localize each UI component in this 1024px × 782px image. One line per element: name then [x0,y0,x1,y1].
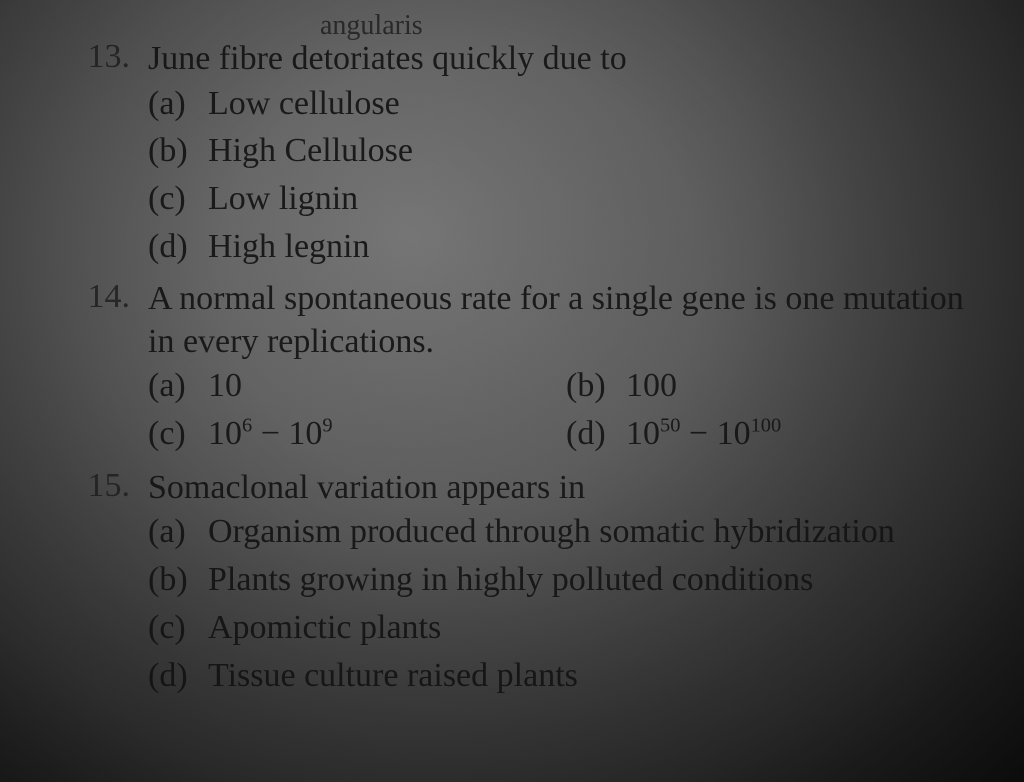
option-text: Low lignin [208,176,984,222]
option-label: (b) [148,128,208,174]
option-label: (c) [148,411,208,457]
option-label: (c) [148,176,208,222]
option-label: (d) [148,653,208,699]
option-d: (d) High legnin [148,224,984,270]
question-text: June fibre detoriates quickly due to [148,38,984,81]
option-label: (a) [148,81,208,127]
question-15: 15. Somaclonal variation appears in (a) … [60,467,984,699]
option-label: (b) [566,363,626,409]
option-c: (c) 106 − 109 [148,411,566,457]
option-label: (d) [148,224,208,270]
option-label: (a) [148,509,208,555]
question-row: 14. A normal spontaneous rate for a sing… [60,278,984,363]
option-d: (d) Tissue culture raised plants [148,653,984,699]
option-text: 1050 − 10100 [626,411,984,457]
question-row: 13. June fibre detoriates quickly due to [60,38,984,81]
option-b: (b) 100 [566,363,984,409]
question-number: 13. [60,38,148,76]
page: angularis 13. June fibre detoriates quic… [0,0,1024,782]
question-text: Somaclonal variation appears in [148,467,984,510]
options-list: (a) Low cellulose (b) High Cellulose (c)… [60,81,984,271]
option-text: Organism produced through somatic hybrid… [208,509,984,555]
option-a: (a) 10 [148,363,566,409]
question-13: 13. June fibre detoriates quickly due to… [60,38,984,270]
option-label: (a) [148,363,208,409]
option-text: 10 [208,363,566,409]
question-number: 14. [60,278,148,316]
question-number: 15. [60,467,148,505]
question-14: 14. A normal spontaneous rate for a sing… [60,278,984,459]
option-text: Plants growing in highly polluted condit… [208,557,984,603]
option-text: Low cellulose [208,81,984,127]
option-d: (d) 1050 − 10100 [566,411,984,457]
option-label: (b) [148,557,208,603]
option-text: Tissue culture raised plants [208,653,984,699]
option-label: (c) [148,605,208,651]
option-text: 106 − 109 [208,411,566,457]
option-text: High legnin [208,224,984,270]
option-text: 100 [626,363,984,409]
option-b: (b) Plants growing in highly polluted co… [148,557,984,603]
option-text: Apomictic plants [208,605,984,651]
options-list: (a) 10 (b) 100 (c) 106 − 109 (d) 1050 − … [60,363,984,459]
options-list: (a) Organism produced through somatic hy… [60,509,984,699]
option-c: (c) Low lignin [148,176,984,222]
question-text: A normal spontaneous rate for a single g… [148,278,984,363]
option-text: High Cellulose [208,128,984,174]
option-c: (c) Apomictic plants [148,605,984,651]
option-a: (a) Organism produced through somatic hy… [148,509,984,555]
option-label: (d) [566,411,626,457]
option-b: (b) High Cellulose [148,128,984,174]
question-row: 15. Somaclonal variation appears in [60,467,984,510]
option-a: (a) Low cellulose [148,81,984,127]
